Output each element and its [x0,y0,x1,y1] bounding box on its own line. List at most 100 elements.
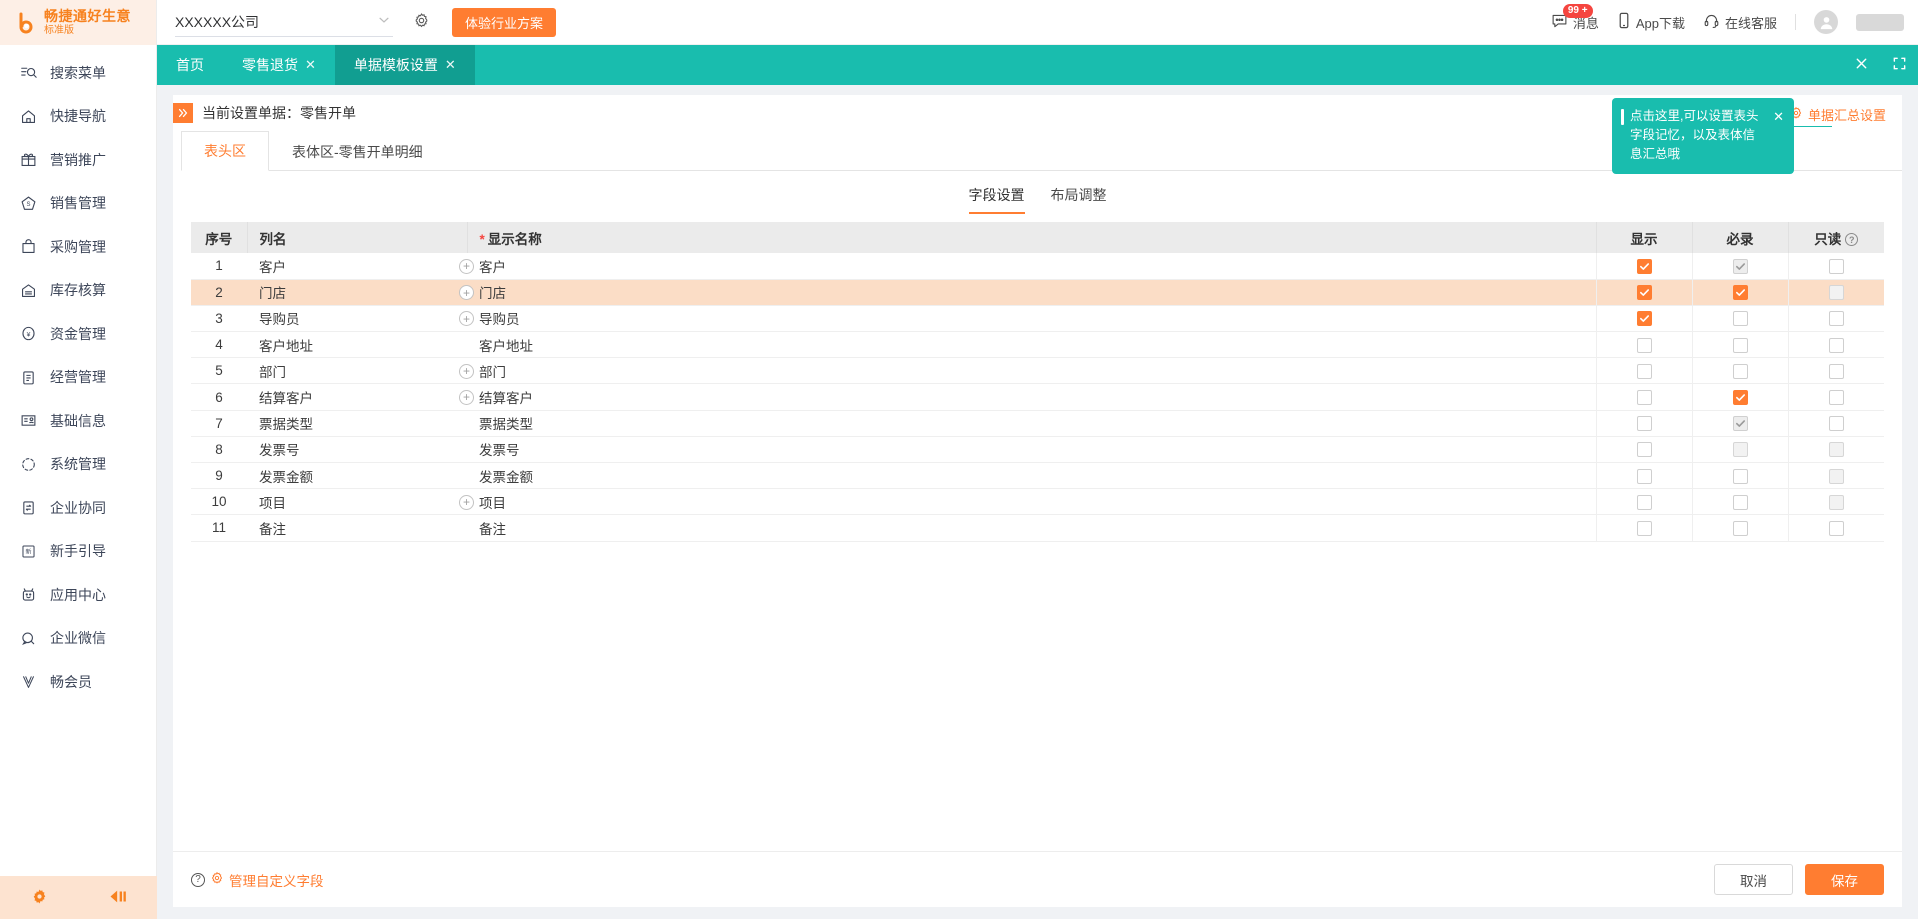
sidebar-item-app-center[interactable]: 应用中心 [0,573,156,617]
show-checkbox[interactable] [1636,416,1652,432]
online-support-button[interactable]: 在线客服 [1703,13,1777,32]
messages-button[interactable]: 消息 99 + [1551,3,1599,32]
required-checkbox[interactable] [1732,363,1748,379]
cell-readonly [1787,514,1884,542]
table-row[interactable]: 11 备注 备注 [191,514,1884,542]
cell-display-name[interactable]: 结算客户 [467,383,1596,411]
close-icon[interactable]: ✕ [444,57,456,72]
required-checkbox[interactable] [1732,468,1748,484]
sidebar-item-operations[interactable]: 经营管理 [0,356,156,400]
sidebar-item-wechat-work[interactable]: 企业微信 [0,617,156,661]
sidebar-item-sales[interactable]: S 销售管理 [0,182,156,226]
table-row[interactable]: 3 导购员 + 导购员 [191,305,1884,333]
show-checkbox[interactable] [1636,520,1652,536]
topbar-settings-button[interactable] [413,12,430,32]
avatar[interactable] [1814,10,1838,34]
cell-display-name[interactable]: 发票金额 [467,462,1596,490]
cell-display-name[interactable]: 票据类型 [467,410,1596,437]
sidebar-item-quick-nav[interactable]: 快捷导航 [0,95,156,139]
sidebar-item-search-menu[interactable]: 搜索菜单 [0,51,156,95]
table-row[interactable]: 2 门店 + 门店 [191,279,1884,306]
tab-header-area[interactable]: 表头区 [181,131,269,171]
readonly-checkbox[interactable] [1828,390,1844,405]
question-icon[interactable]: ? [1845,233,1859,246]
sidebar-item-system[interactable]: 系统管理 [0,443,156,487]
show-checkbox[interactable] [1636,468,1652,484]
show-checkbox[interactable] [1636,311,1652,327]
cell-display-name[interactable]: 客户地址 [467,331,1596,359]
sidebar-item-inventory[interactable]: 库存核算 [0,269,156,313]
show-checkbox[interactable] [1636,337,1652,353]
fullscreen-button[interactable] [1880,45,1918,85]
table-row[interactable]: 6 结算客户 + 结算客户 [191,383,1884,411]
sidebar-item-purchase[interactable]: 采购管理 [0,225,156,269]
tab-template-settings[interactable]: 单据模板设置 ✕ [334,45,475,85]
cell-display-name[interactable]: 导购员 [467,305,1596,333]
sidebar-item-basic-info[interactable]: 基础信息 [0,399,156,443]
show-checkbox[interactable] [1636,258,1652,274]
plus-circle-icon[interactable]: + [459,363,474,379]
tab-retail-return[interactable]: 零售退货 ✕ [223,45,335,85]
close-icon[interactable]: ✕ [1773,109,1784,124]
company-select[interactable]: XXXXXX公司 [175,7,393,37]
table-row[interactable]: 9 发票金额 发票金额 [191,462,1884,490]
readonly-checkbox[interactable] [1828,311,1844,327]
sidebar-item-guide[interactable]: 新 新手引导 [0,530,156,574]
required-checkbox[interactable] [1732,390,1748,405]
sidebar-collapse-button[interactable] [79,876,158,919]
table-row[interactable]: 10 项目 + 项目 [191,488,1884,516]
required-checkbox[interactable] [1732,285,1748,301]
plus-circle-icon[interactable]: + [459,389,474,405]
sidebar-item-vip[interactable]: 畅会员 [0,660,156,704]
sidebar-item-marketing[interactable]: 营销推广 [0,138,156,182]
table-row[interactable]: 4 客户地址 客户地址 [191,331,1884,359]
required-checkbox[interactable] [1732,337,1748,353]
tab-home[interactable]: 首页 [157,45,223,85]
sidebar-settings-button[interactable] [0,876,79,919]
readonly-checkbox[interactable] [1828,520,1844,536]
required-checkbox[interactable] [1732,494,1748,510]
subtab-field-settings[interactable]: 字段设置 [968,185,1025,214]
required-checkbox[interactable] [1732,520,1748,536]
content-area: 当前设置单据：零售开单 单据汇总设置 点击这里,可 [157,85,1918,919]
readonly-checkbox[interactable] [1828,337,1844,353]
table-row[interactable]: 1 客户 + 客户 [191,253,1884,280]
app-download-button[interactable]: App下载 [1617,12,1685,32]
cell-display-name[interactable]: 门店 [467,279,1596,306]
show-checkbox[interactable] [1636,494,1652,510]
cell-display-name[interactable]: 项目 [467,488,1596,516]
readonly-checkbox[interactable] [1828,416,1844,432]
table-row[interactable]: 8 发票号 发票号 [191,436,1884,464]
readonly-checkbox[interactable] [1828,258,1844,274]
cell-display-name[interactable]: 备注 [467,514,1596,542]
plus-circle-icon[interactable]: + [459,285,474,301]
show-checkbox[interactable] [1636,285,1652,301]
tab-body-area[interactable]: 表体区-零售开单明细 [292,144,423,160]
manage-custom-fields-link[interactable]: ? 管理自定义字段 [191,870,324,890]
close-icon[interactable]: ✕ [305,57,316,72]
sidebar-item-collaboration[interactable]: 企业协同 [0,486,156,530]
table-row[interactable]: 7 票据类型 票据类型 [191,410,1884,437]
close-all-tabs-button[interactable] [1842,45,1880,85]
table-row[interactable]: 5 部门 + 部门 [191,357,1884,385]
sidebar-item-funds[interactable]: ¥ 资金管理 [0,312,156,356]
cell-display-name[interactable]: 发票号 [467,436,1596,464]
search-menu-icon [18,63,38,83]
show-checkbox[interactable] [1636,363,1652,379]
cell-column-name: 发票号 [247,436,447,464]
wechat-work-icon [18,628,38,648]
cell-display-name[interactable]: 客户 [467,253,1596,280]
show-checkbox[interactable] [1636,390,1652,405]
save-button[interactable]: 保存 [1805,864,1884,895]
cancel-button[interactable]: 取消 [1714,864,1793,895]
show-checkbox[interactable] [1636,442,1652,458]
cell-readonly [1787,488,1884,516]
plus-circle-icon[interactable]: + [459,258,474,274]
subtab-layout-adjust[interactable]: 布局调整 [1050,187,1107,203]
required-checkbox[interactable] [1732,311,1748,327]
industry-solution-button[interactable]: 体验行业方案 [452,7,557,37]
readonly-checkbox[interactable] [1828,363,1844,379]
cell-display-name[interactable]: 部门 [467,357,1596,385]
plus-circle-icon[interactable]: + [459,311,474,327]
plus-circle-icon[interactable]: + [459,494,474,510]
